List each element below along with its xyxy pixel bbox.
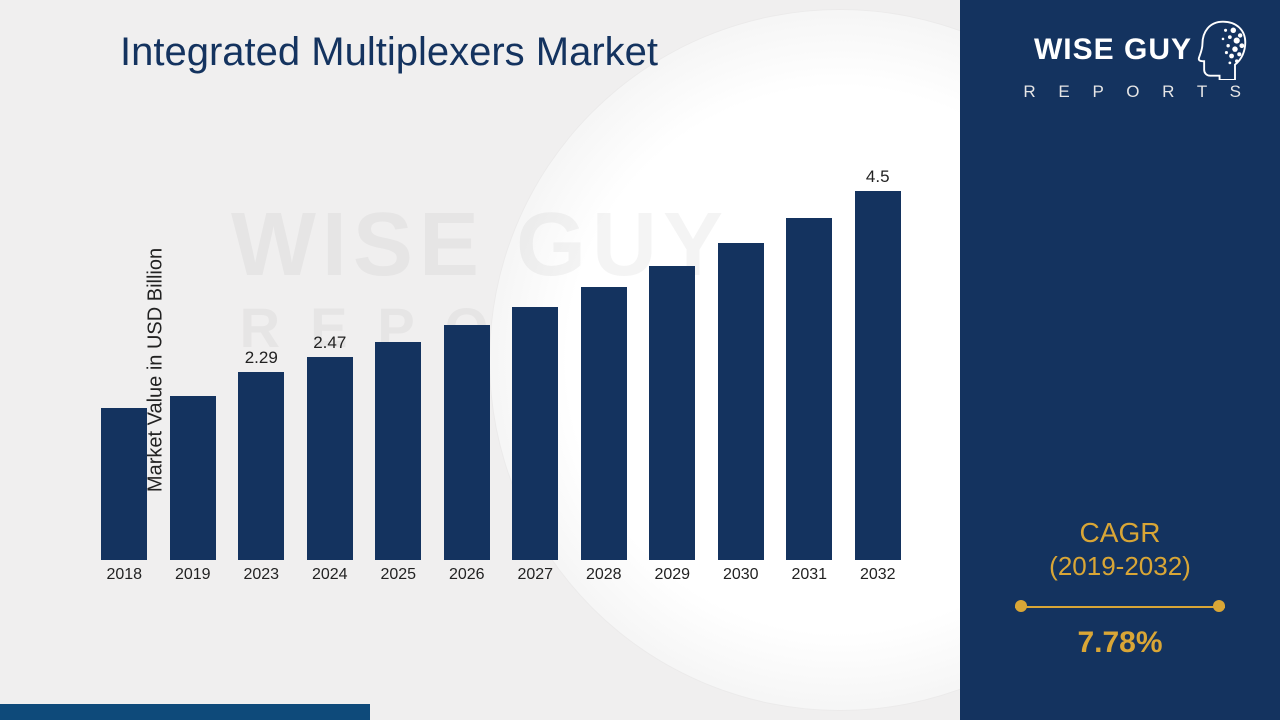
divider-dot-icon [1213,600,1225,612]
x-tick-label: 2031 [775,560,844,584]
bar-slot [501,150,570,560]
bar-slot [433,150,502,560]
bar-slot: 2.29 [227,150,296,560]
footer-accent-bar [0,704,370,720]
cagr-label: CAGR [1000,517,1240,549]
cagr-range: (2019-2032) [1000,551,1240,582]
bar [581,287,627,560]
x-tick-label: 2026 [433,560,502,584]
brand-logo: WISE GUY R E P O R T S [1023,20,1250,102]
bar: 2.47 [307,357,353,560]
x-axis: 2018201920232024202520262027202820292030… [90,560,912,590]
bar [718,243,764,560]
x-tick-label: 2025 [364,560,433,584]
bar: 2.29 [238,372,284,560]
x-tick-label: 2029 [638,560,707,584]
x-tick-label: 2030 [707,560,776,584]
bar [170,396,216,560]
bar-slot: 4.5 [844,150,913,560]
bar [101,408,147,560]
bar-slot [570,150,639,560]
logo-text-sub: R E P O R T S [1023,82,1250,102]
bar-slot [159,150,228,560]
x-tick-label: 2027 [501,560,570,584]
bar-value-label: 2.29 [245,348,278,368]
bar: 4.5 [855,191,901,560]
bar-value-label: 2.47 [313,333,346,353]
ai-head-icon [1196,20,1250,80]
infographic-canvas: WISE GUY REPORTS Integrated Multiplexers… [0,0,1280,720]
bar-value-label: 4.5 [866,167,890,187]
bar [444,325,490,560]
bar-slot [90,150,159,560]
divider-dot-icon [1015,600,1027,612]
cagr-value: 7.78% [1000,626,1240,660]
bar-slot [707,150,776,560]
bar-chart: Market Value in USD Billion 2.292.474.5 … [42,150,912,590]
x-tick-label: 2028 [570,560,639,584]
bars-container: 2.29 2.47 4.5 [90,150,912,560]
x-tick-label: 2024 [296,560,365,584]
bar-slot [364,150,433,560]
chart-title: Integrated Multiplexers Market [120,30,658,75]
logo-line1: WISE GUY [1023,20,1250,80]
x-tick-label: 2032 [844,560,913,584]
logo-text-main: WISE GUY [1034,33,1192,67]
x-tick-label: 2018 [90,560,159,584]
bar [512,307,558,560]
bar-slot: 2.47 [296,150,365,560]
bar-slot [775,150,844,560]
bar-slot [638,150,707,560]
bar [649,266,695,560]
cagr-block: CAGR (2019-2032) 7.78% [1000,517,1240,660]
bar [786,218,832,560]
plot-area: 2.29 2.47 4.5 [90,150,912,560]
x-tick-label: 2019 [159,560,228,584]
bar [375,342,421,560]
x-tick-label: 2023 [227,560,296,584]
cagr-divider [1015,596,1225,616]
